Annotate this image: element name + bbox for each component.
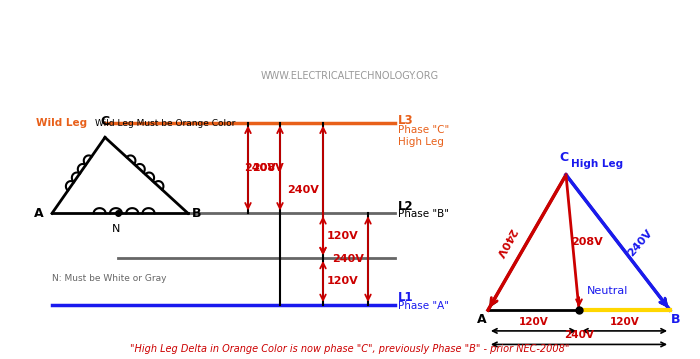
Text: Phase "B": Phase "B"	[398, 210, 449, 219]
Text: 240V: 240V	[493, 226, 517, 259]
Text: High Leg: High Leg	[398, 137, 444, 147]
Text: High Leg: High Leg	[571, 159, 623, 168]
Text: High Leg Delta - 120V, 208V & 240V Configurations: High Leg Delta - 120V, 208V & 240V Confi…	[9, 14, 691, 38]
Text: 240V: 240V	[332, 254, 364, 264]
Text: 120V: 120V	[610, 317, 639, 327]
Text: L1: L1	[398, 291, 414, 304]
Text: 240V: 240V	[287, 186, 319, 195]
Text: Phase "A": Phase "A"	[398, 301, 449, 311]
Text: WWW.ELECTRICALTECHNOLOGY.ORG: WWW.ELECTRICALTECHNOLOGY.ORG	[261, 71, 439, 81]
Text: A: A	[477, 313, 486, 326]
Text: 240V: 240V	[244, 163, 276, 173]
Text: 120V: 120V	[327, 276, 358, 286]
Text: A: A	[34, 207, 44, 220]
Text: B: B	[671, 313, 680, 326]
Text: 120V: 120V	[327, 231, 358, 241]
Text: Neutral: Neutral	[587, 286, 629, 297]
Text: Wild Leg: Wild Leg	[36, 118, 87, 128]
Text: N: Must be White or Gray: N: Must be White or Gray	[52, 274, 167, 283]
Text: C: C	[100, 115, 110, 128]
Text: 240V: 240V	[626, 227, 655, 258]
Text: 120V: 120V	[519, 317, 548, 327]
Text: Wild Leg Must be Orange Color: Wild Leg Must be Orange Color	[95, 119, 235, 128]
Text: N: N	[112, 224, 120, 234]
Text: C: C	[559, 151, 568, 164]
Text: Phase "C": Phase "C"	[398, 125, 449, 135]
Text: 240V: 240V	[564, 330, 594, 340]
Text: "High Leg Delta in Orange Color is now phase "C", previously Phase "B" - prior N: "High Leg Delta in Orange Color is now p…	[130, 344, 570, 354]
Text: B: B	[192, 207, 202, 220]
Text: L2: L2	[398, 200, 414, 213]
Text: 208V: 208V	[252, 163, 284, 173]
Text: L3: L3	[398, 114, 414, 127]
Text: 208V: 208V	[571, 237, 603, 247]
